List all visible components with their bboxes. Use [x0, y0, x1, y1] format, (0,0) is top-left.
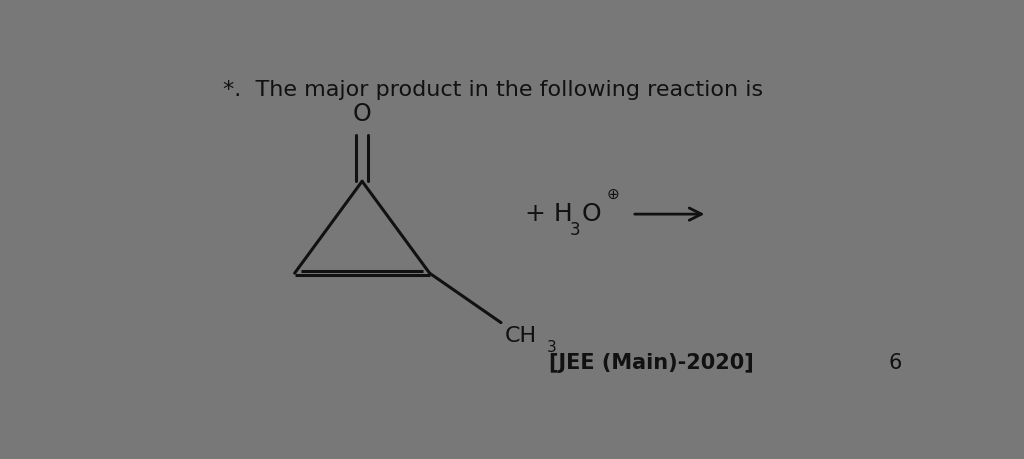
- Text: O: O: [582, 202, 601, 226]
- Text: 3: 3: [547, 340, 557, 355]
- Text: ⊕: ⊕: [606, 187, 620, 202]
- Text: [JEE (Main)-2020]: [JEE (Main)-2020]: [550, 353, 754, 373]
- Text: *.  The major product in the following reaction is: *. The major product in the following re…: [223, 80, 763, 100]
- Text: CH: CH: [505, 326, 537, 346]
- Text: O: O: [352, 102, 372, 127]
- Text: + H: + H: [524, 202, 572, 226]
- Text: 6: 6: [889, 353, 902, 373]
- Text: 3: 3: [570, 221, 581, 239]
